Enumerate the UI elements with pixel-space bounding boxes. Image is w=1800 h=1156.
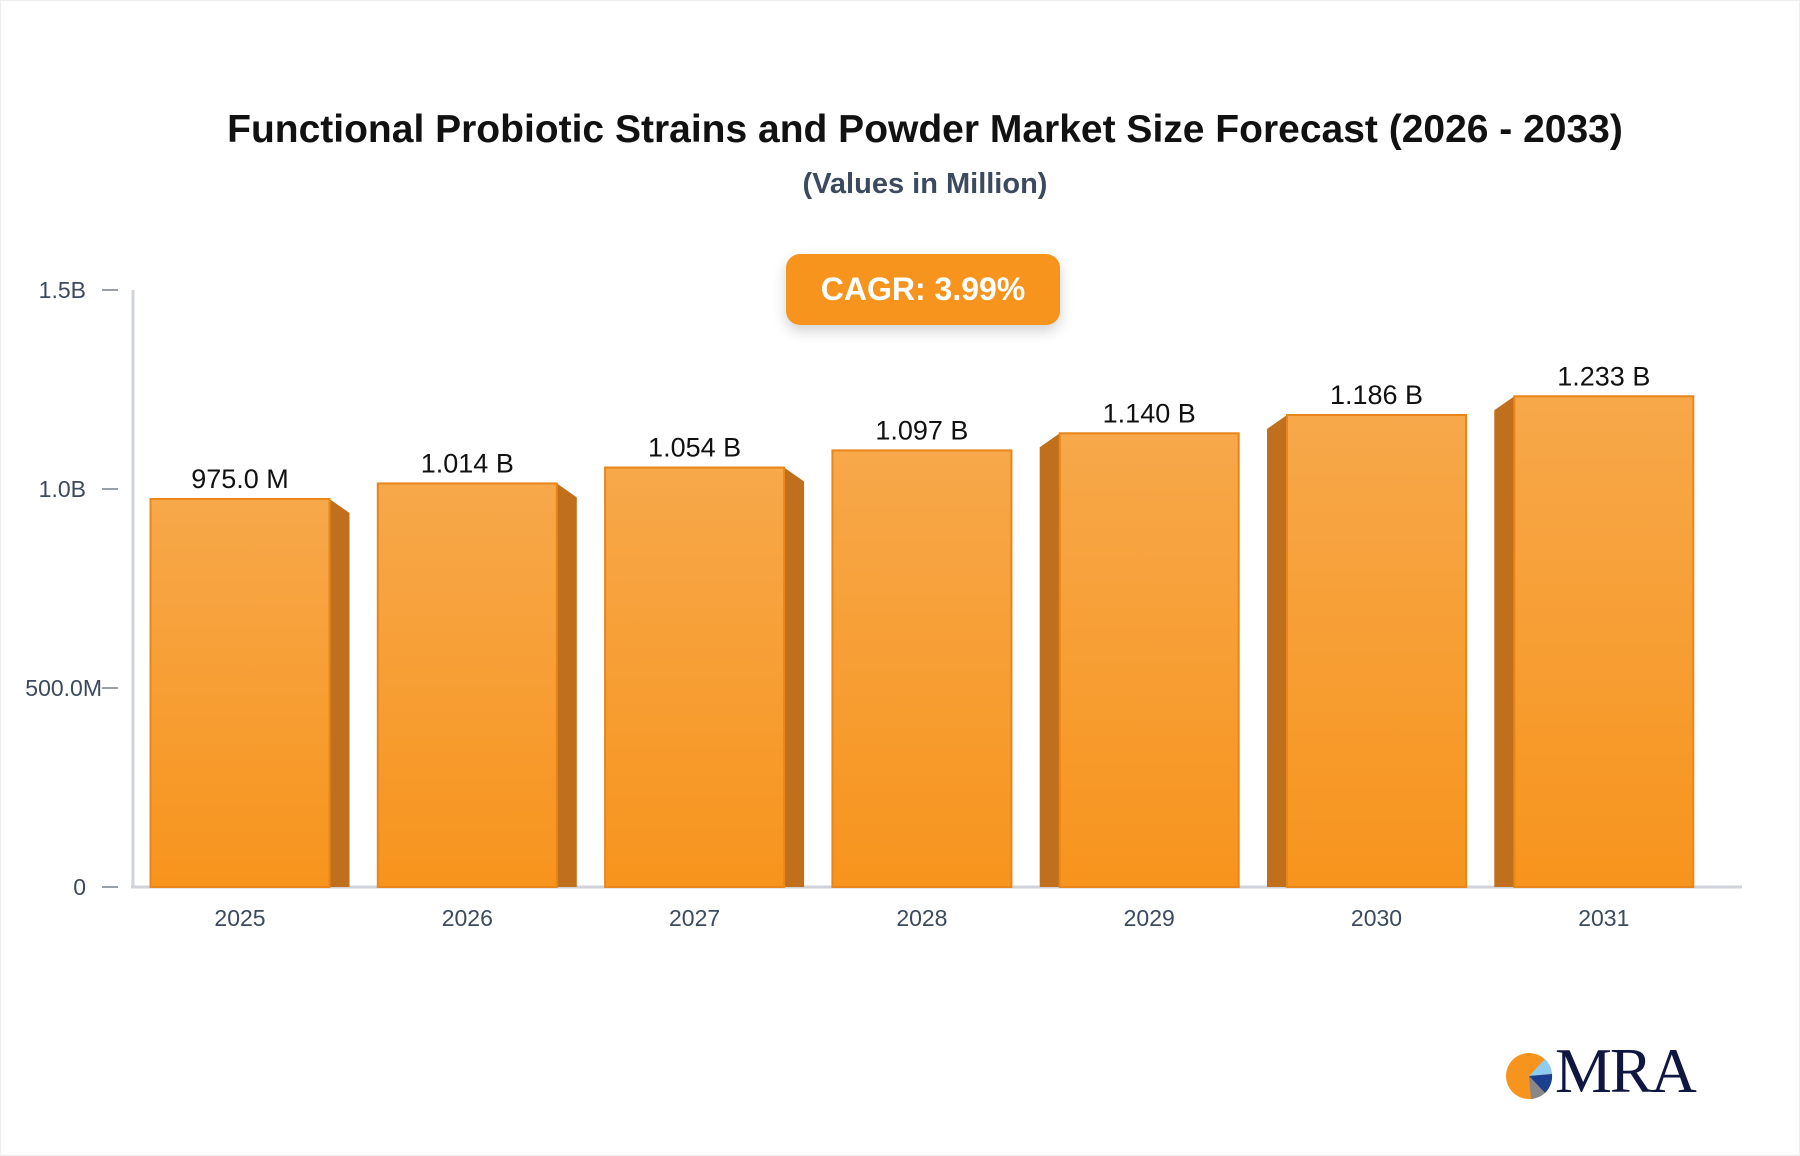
bar	[149, 497, 331, 888]
bar-group: 975.0 M 2025	[149, 464, 350, 931]
bar-side	[1494, 396, 1515, 887]
y-tick-label: 1.0B	[39, 476, 86, 502]
x-tick-label: 2025	[214, 905, 265, 931]
x-tick-label: 2030	[1351, 905, 1402, 931]
bar-side	[1039, 433, 1060, 887]
data-label: 1.140 B	[1103, 398, 1196, 428]
bar-side	[784, 467, 805, 887]
y-tick-label: 0	[73, 874, 86, 900]
logo-text: MRA	[1555, 1035, 1697, 1106]
bar-group: 1.097 B 2028	[831, 415, 1013, 931]
x-tick-label: 2031	[1578, 905, 1629, 931]
data-label: 975.0 M	[191, 464, 289, 494]
data-label: 1.014 B	[421, 448, 514, 478]
bar	[1286, 413, 1467, 888]
data-label: 1.054 B	[648, 433, 741, 463]
bar	[376, 482, 558, 888]
x-tick-label: 2027	[669, 905, 720, 931]
bar	[1513, 395, 1695, 888]
cagr-badge: CAGR: 3.99%	[786, 254, 1060, 325]
bar-group: 1.054 B 2027	[604, 433, 805, 931]
bar	[831, 449, 1013, 888]
mra-logo: MRA	[1505, 1035, 1697, 1106]
y-tick-label: 500.0M	[25, 675, 102, 701]
bar	[604, 466, 786, 888]
bar-side	[1267, 414, 1287, 887]
bar-group: 1.014 B 2026	[376, 448, 577, 931]
x-tick-label: 2029	[1124, 905, 1175, 931]
data-label: 1.233 B	[1557, 361, 1650, 391]
pie-logo-icon	[1506, 1053, 1553, 1099]
x-tick-label: 2028	[896, 905, 947, 931]
bar-group: 1.186 B 2030	[1267, 380, 1467, 931]
bar-side	[556, 483, 577, 887]
chart-subtitle: (Values in Million)	[802, 168, 1048, 200]
y-tick-label: 1.5B	[39, 277, 86, 303]
bar-group: 1.233 B 2031	[1494, 361, 1695, 931]
data-label: 1.186 B	[1330, 380, 1423, 410]
x-tick-label: 2026	[442, 905, 493, 931]
bar	[1058, 432, 1240, 888]
data-label: 1.097 B	[875, 415, 968, 445]
chart-title: Functional Probiotic Strains and Powder …	[227, 108, 1623, 151]
bar-side	[329, 498, 350, 887]
bar-group: 1.140 B 2029	[1039, 398, 1240, 931]
